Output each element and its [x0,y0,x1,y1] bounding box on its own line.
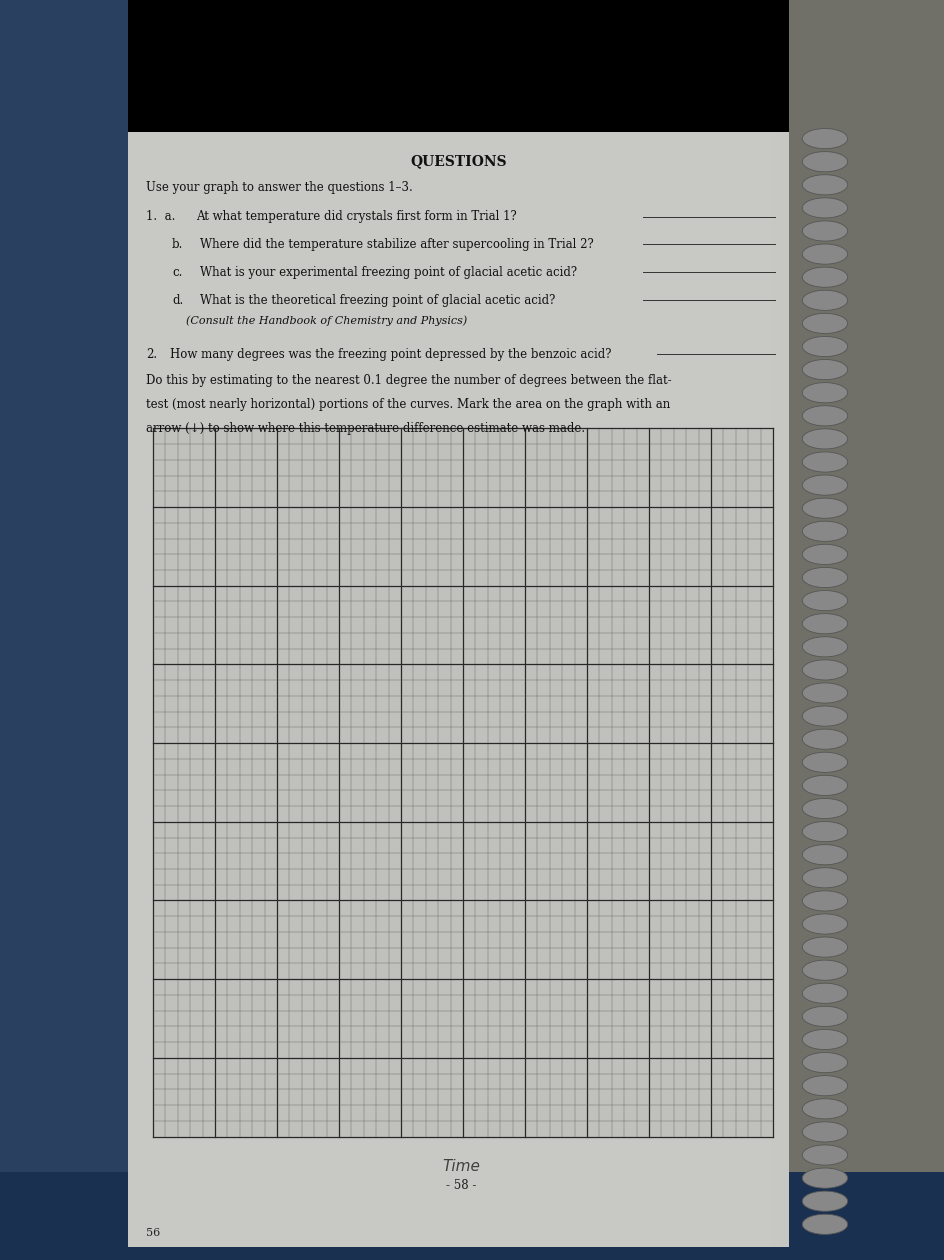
Text: 56: 56 [146,1228,160,1239]
Text: Time: Time [442,1159,480,1174]
Text: At what temperature did crystals first form in Trial 1?: At what temperature did crystals first f… [195,210,515,223]
Ellipse shape [801,452,847,472]
Bar [127,132,788,1247]
Ellipse shape [801,198,847,218]
Bar [783,132,784,1247]
Ellipse shape [801,1052,847,1072]
Text: d.: d. [172,294,183,306]
Bar [0,0,127,1260]
Bar [769,132,770,1247]
Text: Use your graph to answer the questions 1–3.: Use your graph to answer the questions 1… [146,181,413,194]
Bar [781,132,782,1247]
Ellipse shape [801,1099,847,1119]
Ellipse shape [801,1076,847,1096]
Bar [787,132,788,1247]
Ellipse shape [801,868,847,888]
Bar [770,132,771,1247]
Bar [785,132,786,1247]
Bar [777,132,778,1247]
Text: 2.: 2. [146,348,158,360]
Ellipse shape [801,844,847,864]
Text: Where did the temperature stabilize after supercooling in Trial 2?: Where did the temperature stabilize afte… [200,238,594,251]
Bar [771,132,772,1247]
Text: What is the theoretical freezing point of glacial acetic acid?: What is the theoretical freezing point o… [200,294,555,306]
Text: Do this by estimating to the nearest 0.1 degree the number of degrees between th: Do this by estimating to the nearest 0.1… [146,374,671,387]
Text: c.: c. [172,266,182,278]
Ellipse shape [801,983,847,1003]
Ellipse shape [801,336,847,357]
Bar [775,132,776,1247]
Ellipse shape [801,359,847,379]
Ellipse shape [801,636,847,656]
Ellipse shape [801,914,847,934]
Ellipse shape [801,290,847,310]
Ellipse shape [801,522,847,542]
Ellipse shape [801,891,847,911]
Ellipse shape [801,244,847,265]
Bar [779,132,780,1247]
Ellipse shape [801,220,847,241]
Ellipse shape [801,1168,847,1188]
Bar [773,132,774,1247]
Ellipse shape [801,428,847,449]
Ellipse shape [801,1007,847,1027]
Ellipse shape [801,706,847,726]
Ellipse shape [801,1029,847,1050]
Ellipse shape [801,683,847,703]
Ellipse shape [801,614,847,634]
Bar [784,132,785,1247]
Text: (Consult the Handbook of Chemistry and Physics): (Consult the Handbook of Chemistry and P… [186,315,467,325]
Bar [772,132,773,1247]
Ellipse shape [801,314,847,334]
Text: QUESTIONS: QUESTIONS [410,154,506,168]
Text: test (most nearly horizontal) portions of the curves. Mark the area on the graph: test (most nearly horizontal) portions o… [146,398,670,411]
Bar [788,0,944,1260]
Ellipse shape [801,383,847,403]
Text: What is your experimental freezing point of glacial acetic acid?: What is your experimental freezing point… [200,266,577,278]
Ellipse shape [801,1145,847,1166]
Ellipse shape [801,591,847,611]
Text: b.: b. [172,238,183,251]
Ellipse shape [801,498,847,518]
Bar [153,428,772,1137]
Bar [782,132,783,1247]
Bar [778,132,779,1247]
Ellipse shape [801,1215,847,1235]
Ellipse shape [801,475,847,495]
Ellipse shape [801,1191,847,1211]
Text: - 58 -: - 58 - [446,1179,476,1192]
Ellipse shape [801,660,847,680]
Ellipse shape [801,175,847,195]
Bar [776,132,777,1247]
Ellipse shape [801,129,847,149]
Ellipse shape [801,799,847,819]
Bar [786,132,787,1247]
Ellipse shape [801,406,847,426]
Bar [780,132,781,1247]
Ellipse shape [801,267,847,287]
Ellipse shape [801,567,847,587]
Ellipse shape [801,937,847,958]
Ellipse shape [801,775,847,795]
Text: How many degrees was the freezing point depressed by the benzoic acid?: How many degrees was the freezing point … [170,348,611,360]
Ellipse shape [801,544,847,564]
Ellipse shape [801,822,847,842]
Ellipse shape [801,730,847,750]
Bar [0,1172,944,1260]
Text: arrow (↓) to show where this temperature difference estimate was made.: arrow (↓) to show where this temperature… [146,422,585,435]
Ellipse shape [801,1121,847,1142]
Bar [774,132,775,1247]
Text: 1.  a.: 1. a. [146,210,176,223]
Ellipse shape [801,752,847,772]
Ellipse shape [801,151,847,171]
Ellipse shape [801,960,847,980]
